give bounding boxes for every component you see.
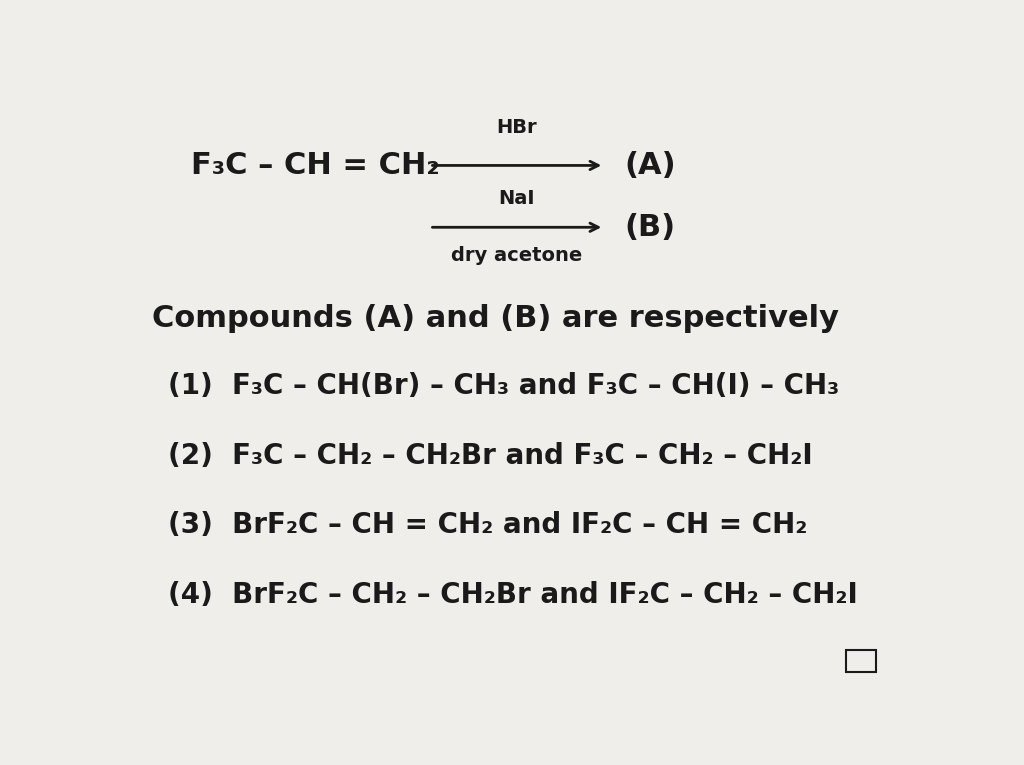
Text: (A): (A): [624, 151, 676, 180]
Bar: [846, 649, 877, 672]
Text: (3)  BrF₂C – CH = CH₂ and IF₂C – CH = CH₂: (3) BrF₂C – CH = CH₂ and IF₂C – CH = CH₂: [168, 511, 807, 539]
Text: dry acetone: dry acetone: [452, 246, 583, 265]
Text: (1)  F₃C – CH(Br) – CH₃ and F₃C – CH(I) – CH₃: (1) F₃C – CH(Br) – CH₃ and F₃C – CH(I) –…: [168, 373, 839, 400]
Text: HBr: HBr: [497, 118, 538, 137]
Text: Compounds (A) and (B) are respectively: Compounds (A) and (B) are respectively: [152, 304, 839, 333]
Text: (2)  F₃C – CH₂ – CH₂Br and F₃C – CH₂ – CH₂I: (2) F₃C – CH₂ – CH₂Br and F₃C – CH₂ – CH…: [168, 442, 812, 470]
Text: (4)  BrF₂C – CH₂ – CH₂Br and IF₂C – CH₂ – CH₂I: (4) BrF₂C – CH₂ – CH₂Br and IF₂C – CH₂ –…: [168, 581, 857, 609]
Text: NaI: NaI: [499, 190, 536, 208]
Text: (B): (B): [624, 213, 675, 242]
Text: F₃C – CH = CH₂: F₃C – CH = CH₂: [191, 151, 440, 180]
